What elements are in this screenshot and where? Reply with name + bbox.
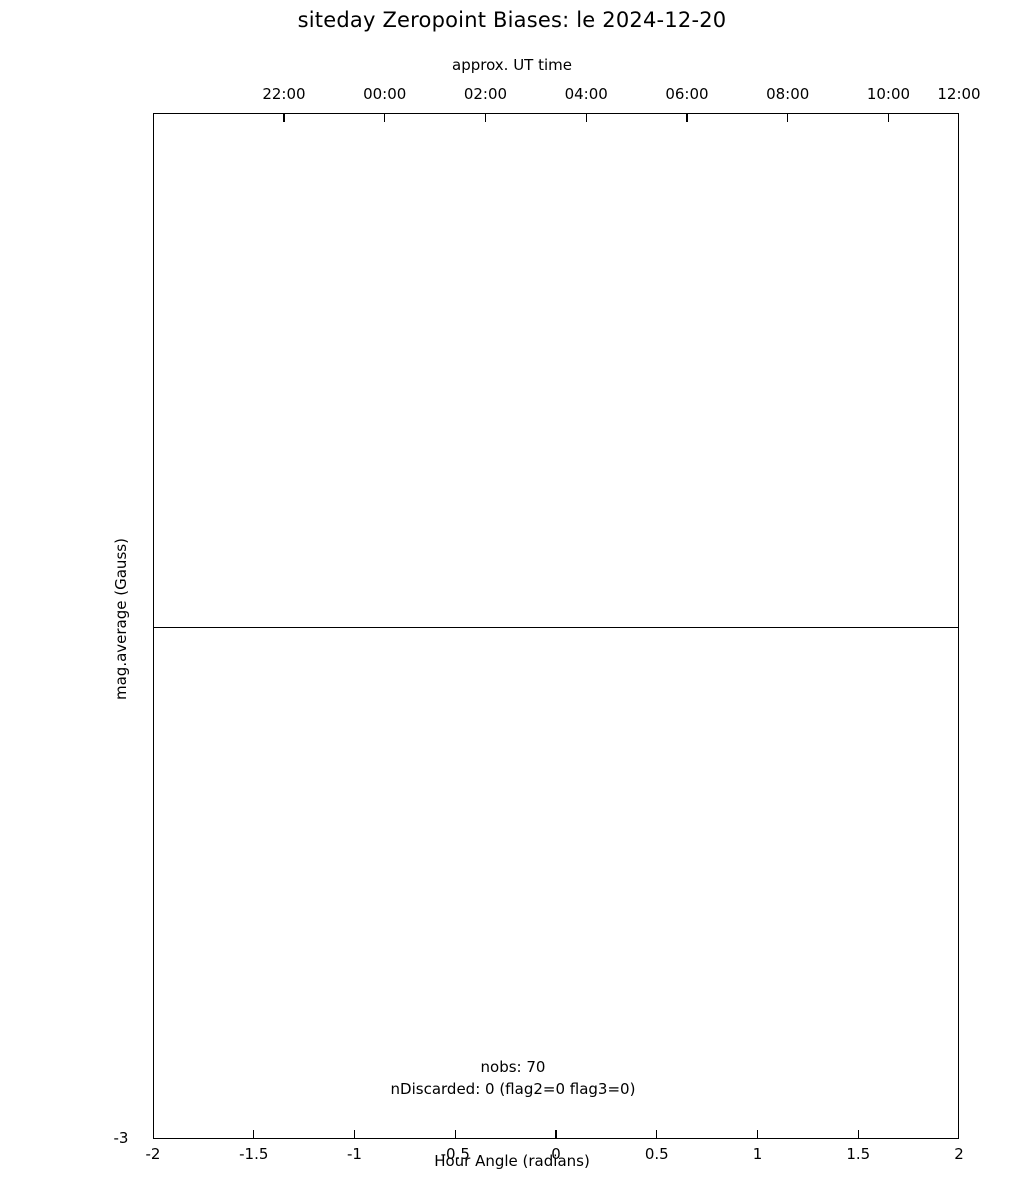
x-tick-label: -1.5 bbox=[239, 1145, 269, 1163]
top-tick-label: 06:00 bbox=[665, 85, 709, 103]
top-tick-label: 12:00 bbox=[937, 85, 981, 103]
x-tick bbox=[656, 1130, 658, 1139]
top-tick-label: 22:00 bbox=[262, 85, 306, 103]
x-tick-label: -1 bbox=[347, 1145, 362, 1163]
top-tick-label: 04:00 bbox=[564, 85, 608, 103]
top-tick bbox=[686, 113, 688, 122]
top-tick bbox=[384, 113, 386, 122]
top-tick bbox=[585, 113, 587, 122]
y-tick-label: -3 bbox=[113, 1129, 129, 1147]
x-tick-label: 1 bbox=[752, 1145, 763, 1163]
x-tick-label: 0.5 bbox=[644, 1145, 669, 1163]
x-tick bbox=[454, 1130, 456, 1139]
plot-area: nobs: 70 nDiscarded: 0 (flag2=0 flag3=0) bbox=[153, 113, 959, 1139]
top-tick-label: 02:00 bbox=[463, 85, 508, 103]
x-tick-label: -2 bbox=[145, 1145, 161, 1163]
x-tick bbox=[555, 1130, 557, 1139]
top-tick-label: 00:00 bbox=[363, 85, 407, 103]
top-tick bbox=[484, 113, 487, 122]
x-tick bbox=[756, 1130, 759, 1139]
top-tick-label: 08:00 bbox=[766, 85, 810, 103]
legend bbox=[307, 233, 1024, 295]
annotation-ndiscarded: nDiscarded: 0 (flag2=0 flag3=0) bbox=[390, 1080, 636, 1098]
x-tick-label: 1.5 bbox=[846, 1145, 871, 1163]
top-axis-label: approx. UT time bbox=[452, 56, 572, 74]
zero-reference-line bbox=[154, 627, 958, 629]
x-tick bbox=[353, 1130, 356, 1139]
x-tick-label: 2 bbox=[954, 1145, 964, 1163]
top-tick-label: 10:00 bbox=[866, 85, 911, 103]
top-tick bbox=[787, 113, 789, 122]
top-tick bbox=[283, 113, 285, 122]
x-tick bbox=[253, 1130, 255, 1139]
annotation-nobs: nobs: 70 bbox=[480, 1058, 546, 1076]
x-tick-label: -0.5 bbox=[440, 1145, 470, 1163]
y-axis-label: mag.average (Gauss) bbox=[112, 538, 130, 700]
x-axis-label: Hour Angle (radians) bbox=[434, 1152, 590, 1170]
x-tick bbox=[857, 1130, 859, 1139]
top-tick bbox=[887, 113, 890, 122]
x-tick-label: 0 bbox=[551, 1145, 561, 1163]
page-title: siteday Zeropoint Biases: le 2024-12-20 bbox=[297, 8, 727, 32]
